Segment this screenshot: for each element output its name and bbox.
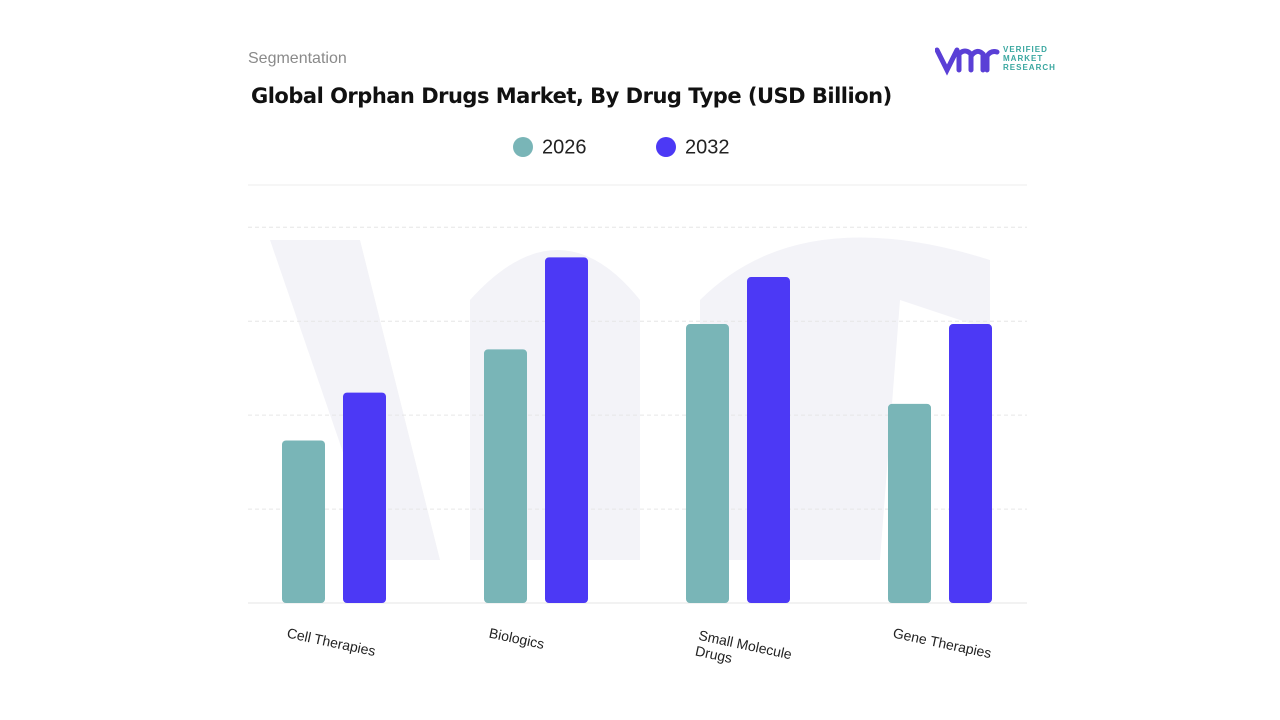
legend-label: 2032 — [685, 136, 730, 158]
legend-swatch — [513, 137, 533, 157]
brand-text: MARKET — [1003, 54, 1043, 63]
legend-swatch — [656, 137, 676, 157]
section-label: Segmentation — [248, 50, 347, 67]
bar — [949, 324, 992, 603]
legend-label: 2026 — [542, 136, 587, 158]
bar — [888, 403, 931, 603]
brand-text: VERIFIED — [1003, 45, 1048, 54]
bar — [484, 349, 527, 603]
bar — [343, 392, 386, 603]
logo: VERIFIED MARKET RESEARCH — [935, 45, 1056, 76]
watermark — [270, 237, 990, 560]
bar — [545, 257, 588, 603]
brand-text: RESEARCH — [1003, 63, 1056, 72]
bar — [282, 440, 325, 603]
bar — [686, 324, 729, 603]
bar — [747, 277, 790, 603]
chart-title: Global Orphan Drugs Market, By Drug Type… — [251, 84, 892, 108]
